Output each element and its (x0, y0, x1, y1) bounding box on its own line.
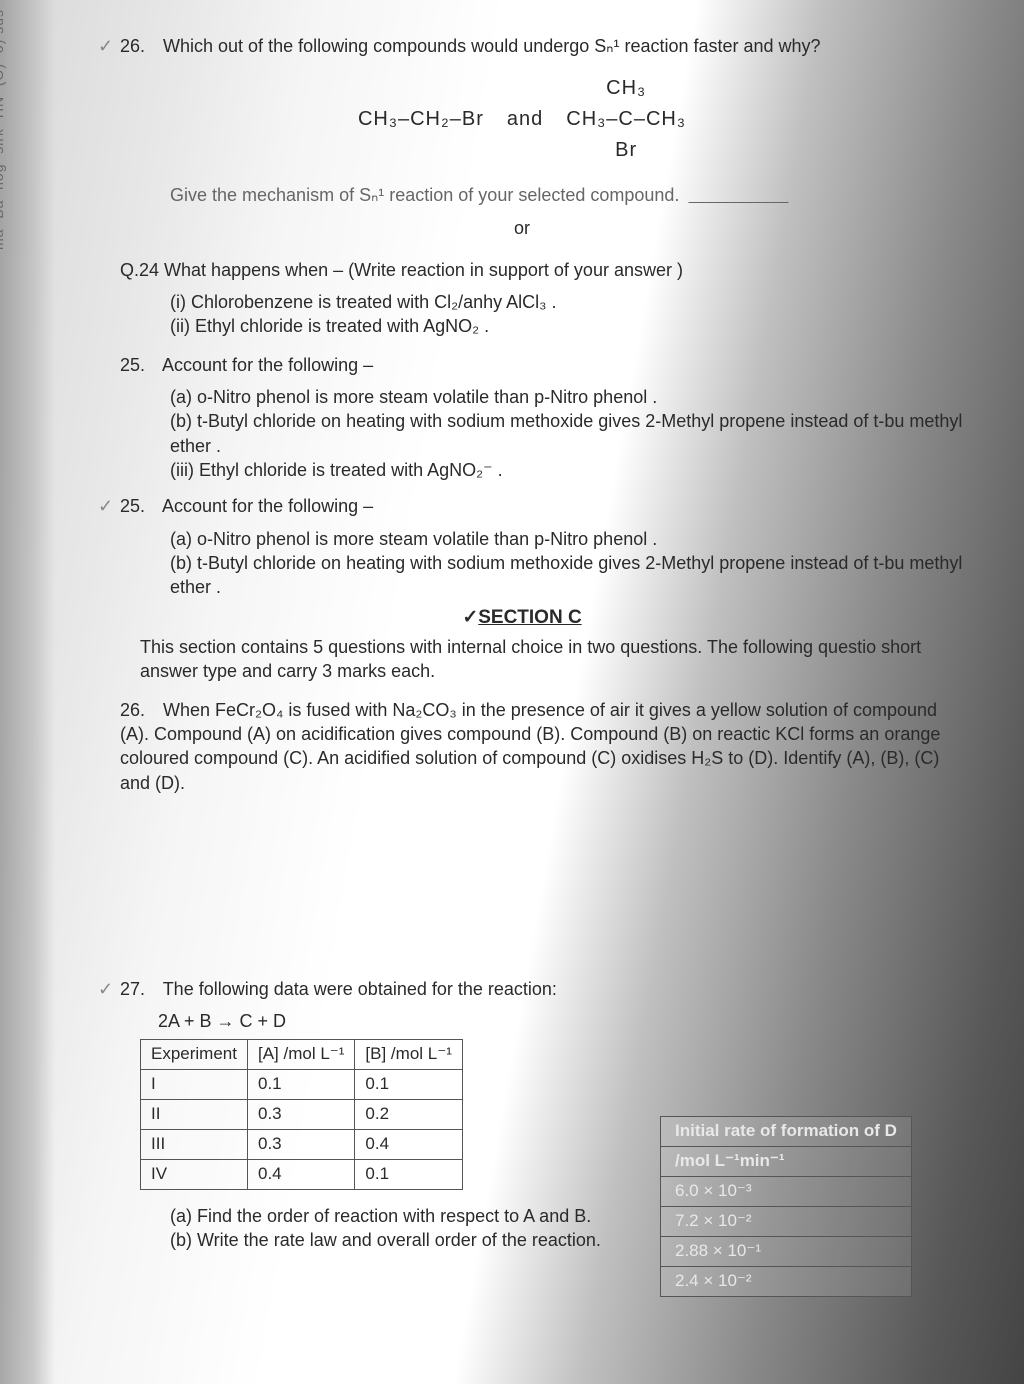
table-row: 6.0 × 10⁻³ (661, 1176, 912, 1206)
q27-line: 27. The following data were obtained for… (120, 977, 964, 1001)
table-row: Initial rate of formation of D (661, 1117, 912, 1147)
q26b-text: When FeCr₂O₄ is fused with Na₂CO₃ in the… (120, 700, 940, 793)
q27-eq: 2A + B → C + D (158, 1009, 964, 1033)
q26-chemistry: CH₃ CH₃–CH₂–Br and CH₃–C–CH₃ Br (80, 72, 964, 167)
q25b-num: 25. (120, 494, 158, 518)
table-row: /mol L⁻¹min⁻¹ (661, 1146, 912, 1176)
table-row: 2.88 × 10⁻¹ (661, 1236, 912, 1266)
table-row: 2.4 × 10⁻² (661, 1266, 912, 1296)
q24-ii: (ii) Ethyl chloride is treated with AgNO… (170, 314, 964, 338)
q27-data-table: Experiment [A] /mol L⁻¹ [B] /mol L⁻¹ I0.… (140, 1039, 463, 1190)
table-row: Experiment [A] /mol L⁻¹ [B] /mol L⁻¹ (141, 1040, 463, 1070)
q26-mechanism: Give the mechanism of Sₙ¹ reaction of yo… (170, 183, 964, 207)
q25b-line: 25. Account for the following – (120, 494, 964, 518)
table-row: III0.30.4 (141, 1130, 463, 1160)
q24-line: Q.24 What happens when – (Write reaction… (120, 258, 964, 282)
q25b-a: (a) o-Nitro phenol is more steam volatil… (170, 527, 964, 551)
q25a-a: (a) o-Nitro phenol is more steam volatil… (170, 385, 964, 409)
blank-gap (80, 803, 964, 973)
q25a-iii: (iii) Ethyl chloride is treated with AgN… (170, 458, 964, 482)
q25a-b: (b) t-Butyl chloride on heating with sod… (170, 409, 964, 458)
table-row: 7.2 × 10⁻² (661, 1206, 912, 1236)
table-row: IV0.40.1 (141, 1160, 463, 1190)
q25a-num: 25. (120, 353, 158, 377)
q24-i: (i) Chlorobenzene is treated with Cl₂/an… (170, 290, 964, 314)
q25a-line: 25. Account for the following – (120, 353, 964, 377)
exam-page: 26. Which out of the following compounds… (0, 0, 1024, 1384)
table-row: I0.10.1 (141, 1070, 463, 1100)
q27-text: The following data were obtained for the… (163, 979, 557, 999)
q25a-text: Account for the following – (162, 355, 373, 375)
q26-line: 26. Which out of the following compounds… (120, 34, 964, 58)
q25b-text: Account for the following – (162, 496, 373, 516)
table-row: II0.30.2 (141, 1100, 463, 1130)
section-c-intro: This section contains 5 questions with i… (140, 635, 924, 684)
q24-text: What happens when – (Write reaction in s… (164, 260, 683, 280)
q26b-num: 26. (120, 698, 158, 722)
q27-rate-table: Initial rate of formation of D /mol L⁻¹m… (660, 1116, 912, 1297)
section-c-title: SECTION C (80, 605, 964, 631)
or-separator: or (80, 216, 964, 240)
q26b-line: 26. When FeCr₂O₄ is fused with Na₂CO₃ in… (120, 698, 964, 795)
q26-text: Which out of the following compounds wou… (163, 36, 821, 56)
q24-num: Q.24 (120, 258, 159, 282)
q25b-b: (b) t-Butyl chloride on heating with sod… (170, 551, 964, 600)
q26-num: 26. (120, 34, 158, 58)
q27-num: 27. (120, 977, 158, 1001)
